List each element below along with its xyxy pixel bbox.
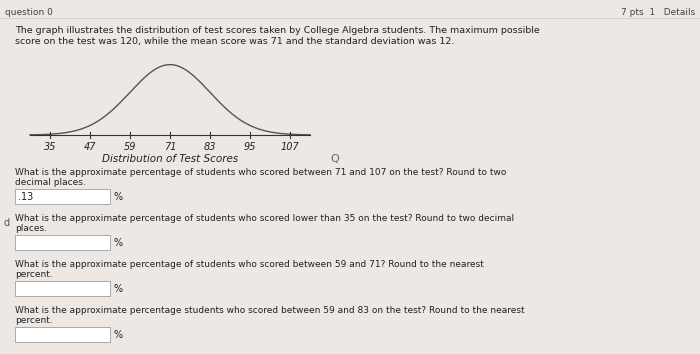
Text: What is the approximate percentage of students who scored lower than 35 on the t: What is the approximate percentage of st… <box>15 214 514 223</box>
Text: d: d <box>3 218 9 228</box>
Text: score on the test was 120, while the mean score was 71 and the standard deviatio: score on the test was 120, while the mea… <box>15 37 454 46</box>
FancyBboxPatch shape <box>15 281 110 296</box>
Text: What is the approximate percentage students who scored between 59 and 83 on the : What is the approximate percentage stude… <box>15 306 524 315</box>
Text: 35: 35 <box>43 142 56 152</box>
Text: %: % <box>113 238 122 247</box>
Text: .13: .13 <box>18 192 34 201</box>
Text: Distribution of Test Scores: Distribution of Test Scores <box>102 154 238 164</box>
FancyBboxPatch shape <box>15 327 110 342</box>
Text: places.: places. <box>15 224 47 233</box>
Text: %: % <box>113 330 122 339</box>
Text: decimal places.: decimal places. <box>15 178 85 187</box>
Text: 83: 83 <box>204 142 216 152</box>
Text: percent.: percent. <box>15 316 52 325</box>
Text: %: % <box>113 192 122 201</box>
Text: What is the approximate percentage of students who scored between 71 and 107 on : What is the approximate percentage of st… <box>15 168 506 177</box>
Text: percent.: percent. <box>15 270 52 279</box>
Text: Q: Q <box>330 154 339 164</box>
Text: 71: 71 <box>164 142 176 152</box>
Text: %: % <box>113 284 122 293</box>
FancyBboxPatch shape <box>15 189 110 204</box>
Text: 107: 107 <box>281 142 300 152</box>
FancyBboxPatch shape <box>15 235 110 250</box>
Text: 59: 59 <box>124 142 136 152</box>
Text: What is the approximate percentage of students who scored between 59 and 71? Rou: What is the approximate percentage of st… <box>15 260 484 269</box>
Text: 7 pts  1   Details: 7 pts 1 Details <box>621 8 695 17</box>
Text: The graph illustrates the distribution of test scores taken by College Algebra s: The graph illustrates the distribution o… <box>15 26 540 35</box>
Text: question 0: question 0 <box>5 8 53 17</box>
Text: 95: 95 <box>244 142 256 152</box>
Text: 47: 47 <box>84 142 97 152</box>
